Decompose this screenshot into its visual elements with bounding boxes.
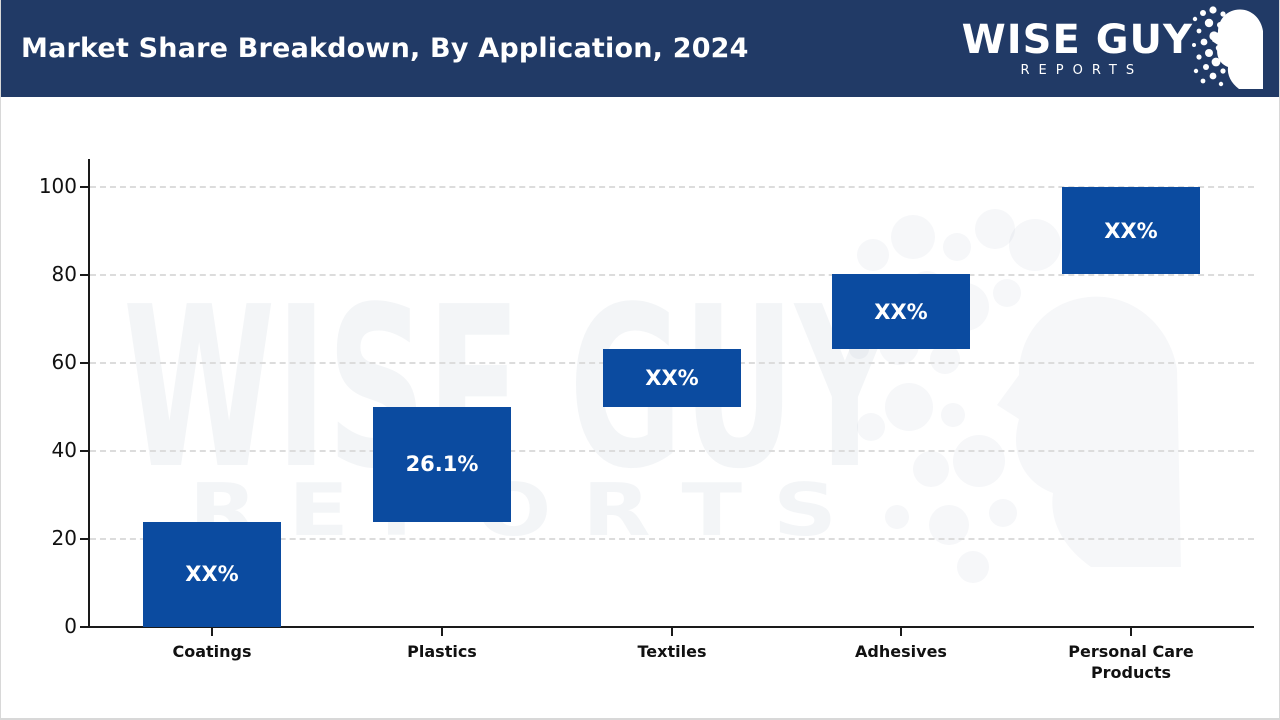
chart-area: WISE GUY R E P O R T S 0 20 40 60 80 100 XX% 26… — [1, 97, 1280, 718]
x-axis-line — [88, 626, 1254, 628]
brand-logo-text: WISE GUY REPORTS — [962, 20, 1193, 78]
x-axis-tick — [1130, 628, 1132, 636]
y-axis-label: 0 — [64, 614, 77, 638]
y-axis-tick — [80, 186, 88, 188]
bar-segment: XX% — [603, 349, 741, 407]
brand-logo: WISE GUY REPORTS — [962, 5, 1279, 93]
y-axis-label: 100 — [38, 174, 77, 198]
gridline — [90, 186, 1254, 188]
face-dots-icon — [1192, 5, 1263, 89]
bar-segment: XX% — [832, 274, 970, 350]
y-axis-tick — [80, 274, 88, 276]
x-axis-category-label: Textiles — [637, 642, 707, 661]
bar-segment: XX% — [143, 521, 281, 627]
y-axis-tick — [80, 626, 88, 628]
x-axis-tick — [671, 628, 673, 636]
y-axis-line — [88, 159, 90, 628]
y-axis-label: 40 — [51, 438, 77, 462]
page-title: Market Share Breakdown, By Application, … — [21, 33, 749, 64]
bar-segment: 26.1% — [373, 407, 511, 522]
y-axis-label: 80 — [51, 262, 77, 286]
bar-value-label: XX% — [874, 299, 928, 324]
bar-value-label: 26.1% — [405, 452, 479, 477]
x-axis-category-label: Plastics — [407, 642, 477, 661]
x-axis-category-label: Coatings — [172, 642, 252, 661]
bar-value-label: XX% — [645, 366, 699, 391]
gridline — [90, 274, 1254, 276]
x-axis-tick — [441, 628, 443, 636]
y-axis-label: 60 — [51, 350, 77, 374]
x-axis-tick — [211, 628, 213, 636]
y-axis-tick — [80, 538, 88, 540]
gridline — [90, 450, 1254, 452]
brand-name: WISE GUY — [961, 16, 1193, 63]
x-axis-category-label: Adhesives — [855, 642, 947, 661]
bar-segment: XX% — [1062, 187, 1200, 275]
x-axis-tick — [900, 628, 902, 636]
header-bar: Market Share Breakdown, By Application, … — [1, 0, 1279, 97]
y-axis-tick — [80, 450, 88, 452]
bar-value-label: XX% — [1104, 218, 1158, 243]
gridline — [90, 538, 1254, 540]
y-axis-label: 20 — [51, 526, 77, 550]
x-axis-category-label: Personal Care Products — [1068, 642, 1194, 682]
y-axis-tick — [80, 362, 88, 364]
brand-subname: REPORTS — [1020, 62, 1144, 78]
bar-value-label: XX% — [185, 562, 239, 587]
